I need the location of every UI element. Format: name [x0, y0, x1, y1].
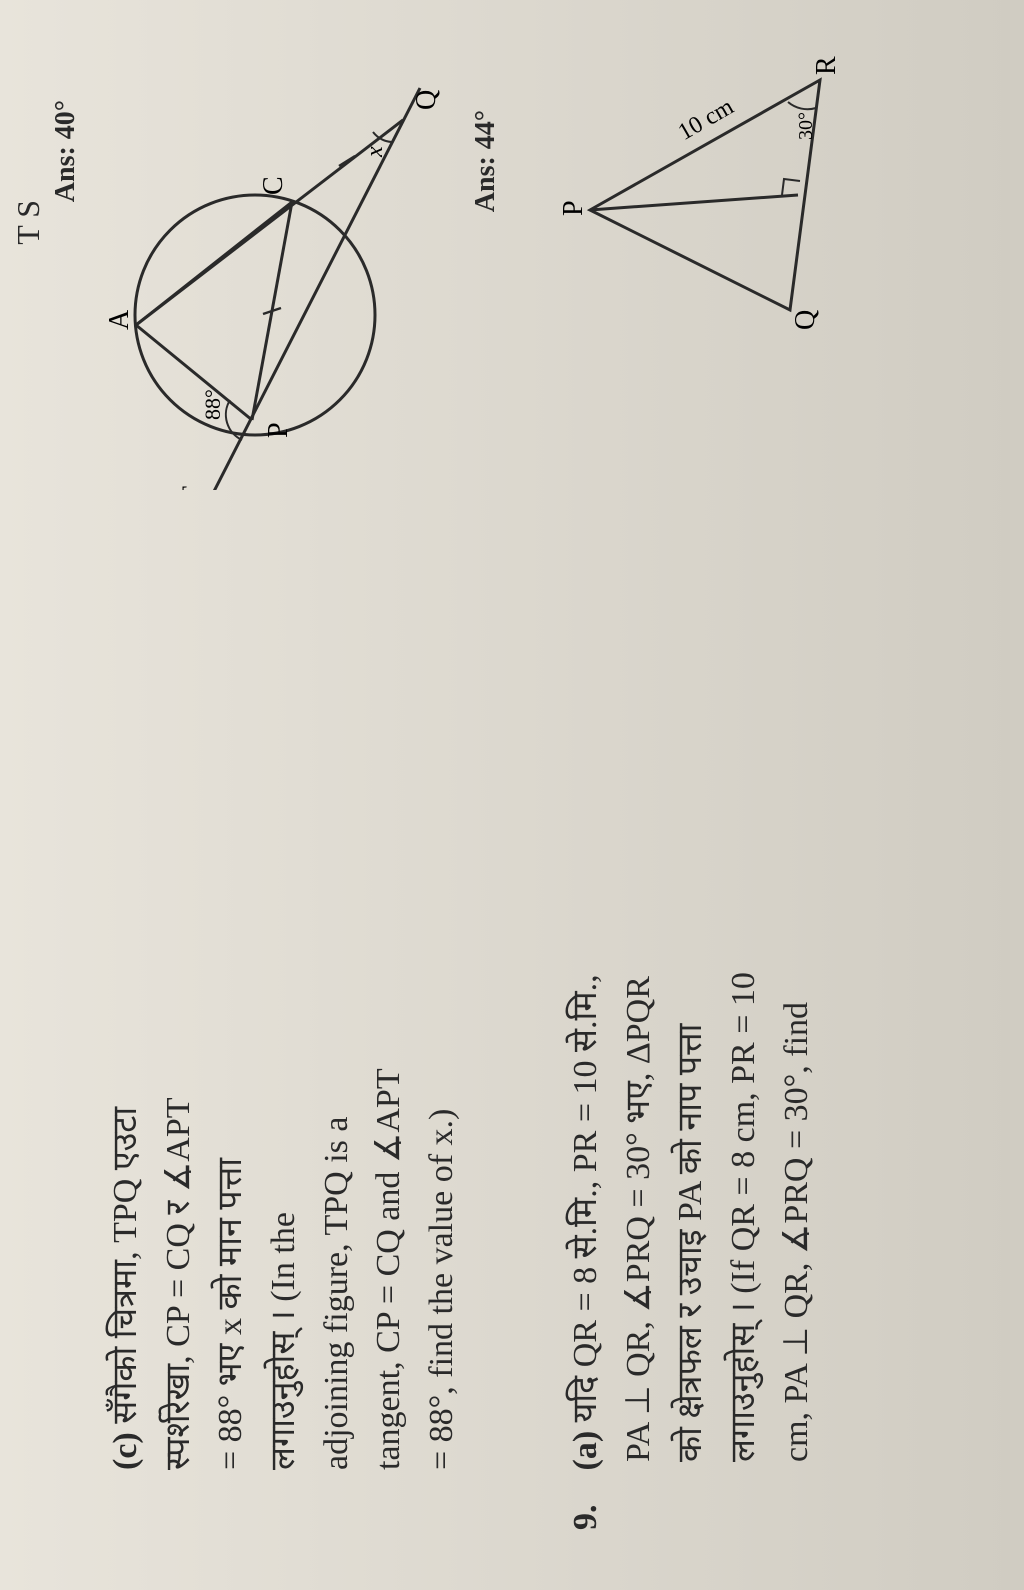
figure-c: A C P Q T 88° x — [100, 110, 450, 490]
figure-9-label-30: 30° — [795, 112, 817, 140]
problem-9-number: 9. — [567, 1505, 604, 1531]
problem-9-line4: लगाउनुहोस् । (If QR = 8 cm, PR = 10 — [725, 972, 762, 1462]
figure-c-label-q: Q — [411, 90, 442, 110]
figure-c-label-c: C — [258, 176, 289, 195]
answer-top: Ans: 40° — [50, 100, 82, 202]
figure-9: P Q R 10 cm 30° — [560, 60, 860, 340]
problem-c-line3: = 88° भए x को मान पत्ता — [212, 1158, 249, 1470]
figure-c-label-t: T — [177, 486, 206, 490]
problem-c-line5: adjoining figure, TPQ is a — [318, 1117, 355, 1471]
figure-c-label-x: x — [362, 146, 388, 158]
figure-9-angle-arc — [788, 102, 816, 109]
problem-9-line5: cm, PA ⊥ QR, ∡PRQ = 30°, find — [778, 1002, 815, 1462]
problem-9-label: (a) — [567, 1431, 604, 1471]
problem-c-line6: tangent, CP = CQ and ∡APT — [370, 1068, 407, 1470]
problem-c-line1: सँगैको चित्रमा, TPQ एउटा — [107, 1107, 144, 1424]
figure-9-label-10cm: 10 cm — [674, 94, 739, 146]
answer-c: Ans: 44° — [470, 110, 502, 212]
figure-9-right-angle — [782, 179, 800, 195]
figure-9-label-p: P — [560, 200, 589, 216]
problem-9-line1: यदि QR = 8 से.मि., PR = 10 से.मि., — [567, 974, 604, 1422]
problem-c-line4: लगाउनुहोस् । (In the — [265, 1212, 302, 1470]
problem-9: 9. (a) यदि QR = 8 से.मि., PR = 10 से.मि.… — [560, 530, 823, 1530]
figure-c-tangent — [207, 88, 420, 490]
figure-c-label-a: A — [104, 309, 135, 330]
fragment-ts: T S — [10, 200, 47, 245]
problem-c-line7: = 88°, find the value of x.) — [423, 1109, 460, 1470]
figure-9-label-q: Q — [790, 310, 821, 330]
figure-9-svg: P Q R 10 cm 30° — [560, 50, 860, 340]
figure-9-label-r: R — [811, 56, 842, 75]
problem-c-line2: स्पर्शरेखा, CP = CQ र ∡APT — [160, 1097, 197, 1470]
problem-9-line2: PA ⊥ QR, ∡PRQ = 30° भए, ΔPQR — [620, 976, 657, 1462]
figure-c-label-p: P — [263, 422, 294, 438]
figure-c-label-88: 88° — [200, 389, 225, 420]
figure-9-altitude — [590, 195, 798, 210]
figure-c-svg: A C P Q T 88° x — [100, 80, 460, 490]
problem-c: (c) सँगैको चित्रमा, TPQ एउटा स्पर्शरेखा,… — [100, 570, 469, 1470]
problem-9-line3: को क्षेत्रफल र उचाइ PA को नाप पत्ता — [672, 1024, 709, 1462]
page-container: T S Ans: 40° (c) सँगैको चित्रमा, TPQ एउट… — [0, 0, 1024, 1590]
problem-c-label: (c) — [107, 1432, 144, 1470]
figure-c-chord-ap — [136, 325, 252, 420]
